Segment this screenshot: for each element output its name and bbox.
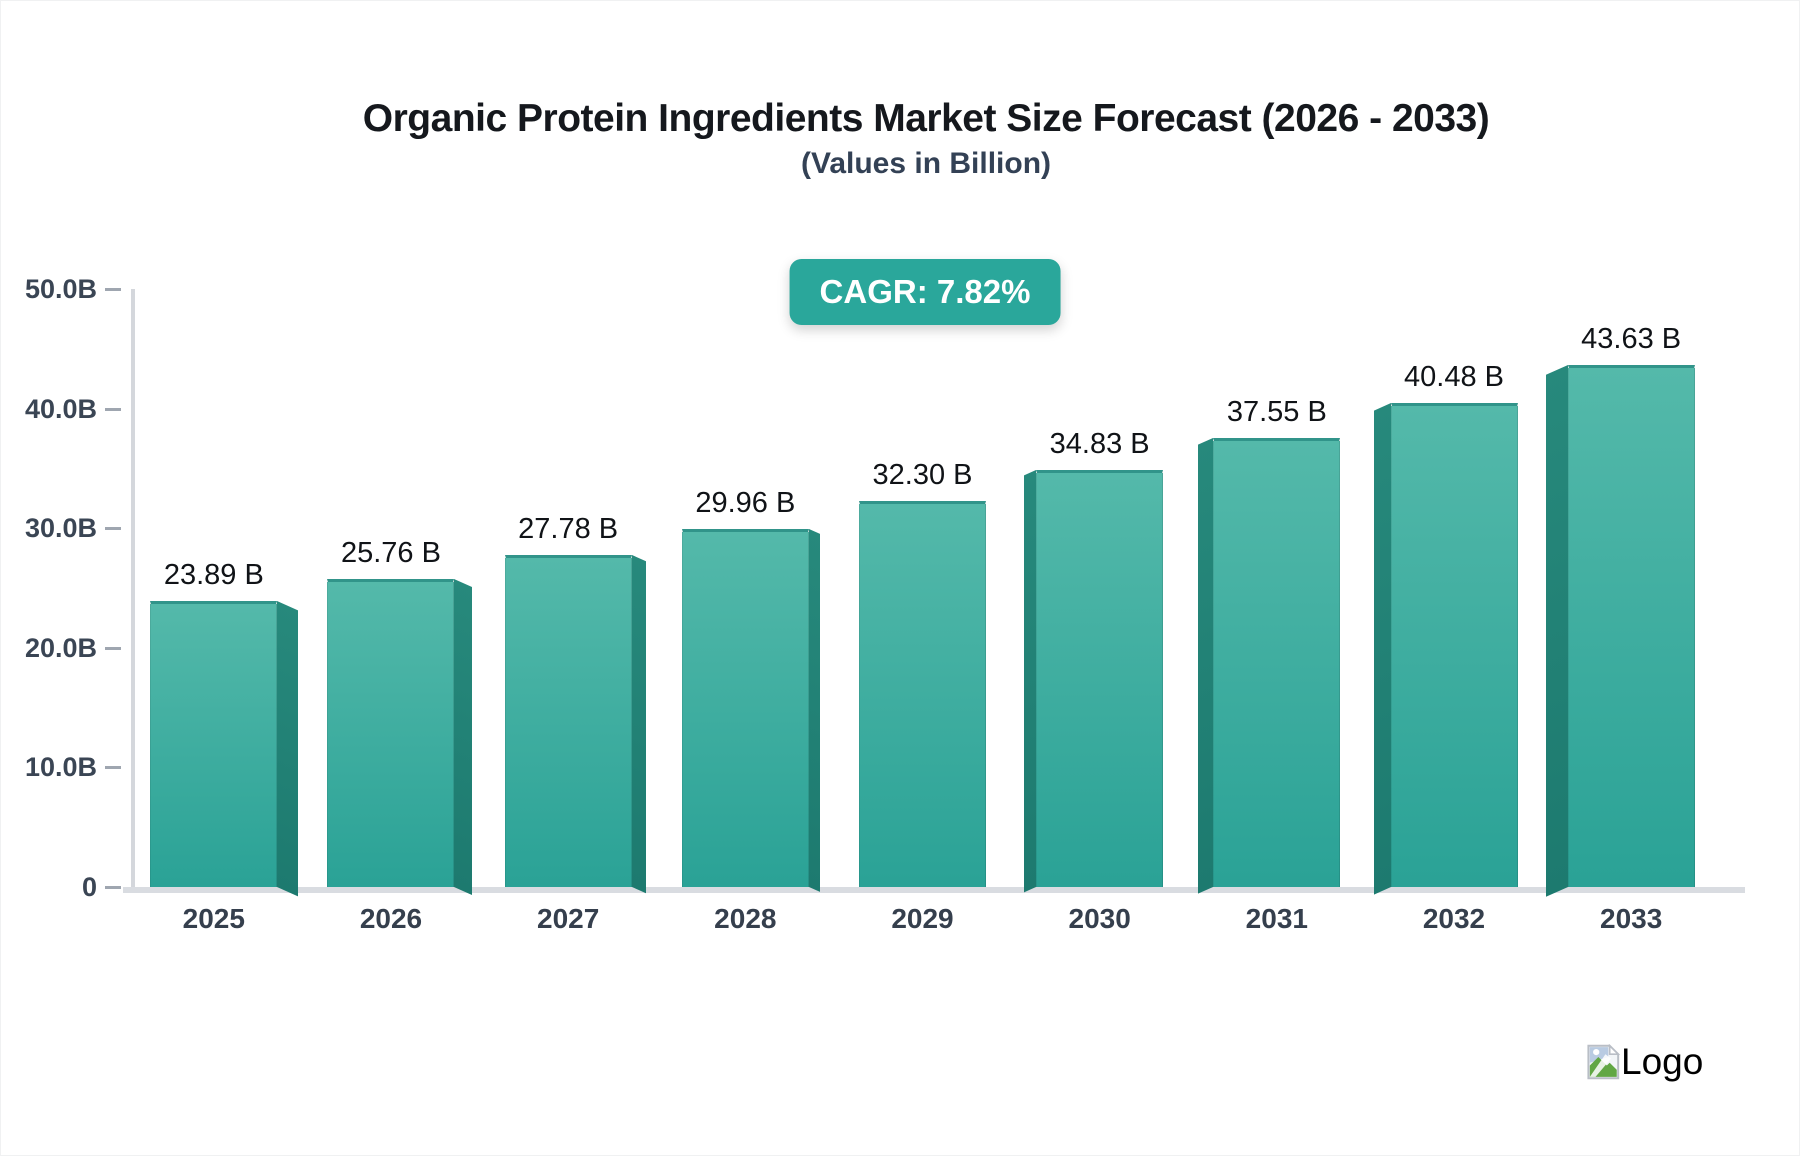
bar-value-label-2033: 43.63 B [1581, 323, 1682, 356]
bar-3d-side-2032 [1373, 402, 1391, 895]
y-axis-tick-label: 50.0B [24, 274, 97, 304]
bar-3d-side-2025 [277, 601, 299, 897]
x-axis-label-2026: 2026 [359, 903, 423, 934]
x-axis-label-2030: 2030 [1068, 903, 1131, 934]
logo: Logo [1587, 1041, 1703, 1083]
y-axis-tick-mark [105, 527, 121, 531]
bar-2028[interactable] [681, 528, 809, 887]
y-axis-line [131, 289, 135, 888]
y-axis-tick-label: 30.0B [24, 513, 97, 544]
bar-2029[interactable] [859, 500, 986, 887]
bar-2026[interactable] [327, 578, 455, 887]
x-axis-label-2033: 2033 [1600, 903, 1663, 934]
x-axis-label-2025: 2025 [182, 903, 245, 934]
y-axis-tick-mark [105, 886, 121, 889]
bar-3d-side-2027 [631, 554, 646, 894]
chart-subtitle: (Values in Billion) [800, 147, 1052, 180]
bar-value-label-2029: 32.30 B [872, 458, 973, 491]
bar-3d-side-2031 [1198, 437, 1214, 894]
bar-3d-side-2033 [1545, 365, 1568, 897]
logo-alt-text: Logo [1621, 1041, 1704, 1082]
bar-3d-side-2028 [808, 528, 820, 892]
y-axis-tick-mark [105, 646, 121, 650]
x-axis-label-2028: 2028 [714, 903, 777, 934]
bar-2025[interactable] [150, 601, 278, 887]
y-axis-tick-label: 10.0B [24, 752, 97, 783]
bar-3d-side-2030 [1024, 470, 1037, 893]
bar-2031[interactable] [1213, 437, 1341, 887]
bar-value-label-2027: 27.78 B [518, 512, 619, 545]
y-axis-tick-label: 0 [81, 872, 97, 902]
x-axis-label-2032: 2032 [1422, 903, 1486, 934]
bar-value-label-2030: 34.83 B [1049, 428, 1150, 461]
cagr-badge: CAGR: 7.82% [789, 259, 1061, 325]
x-axis-label-2027: 2027 [537, 903, 600, 934]
bar-2032[interactable] [1390, 402, 1518, 887]
broken-image-icon [1587, 1044, 1621, 1080]
chart-title: Organic Protein Ingredients Market Size … [362, 97, 1490, 140]
bar-value-label-2031: 37.55 B [1226, 395, 1327, 428]
bar-value-label-2026: 25.76 B [340, 536, 441, 569]
bar-2033[interactable] [1567, 365, 1695, 887]
bar-value-label-2028: 29.96 B [695, 486, 796, 519]
x-axis-label-2031: 2031 [1245, 903, 1308, 934]
y-axis-tick-label: 20.0B [24, 632, 97, 663]
bar-2027[interactable] [504, 554, 632, 887]
y-axis-tick-mark [105, 766, 121, 770]
y-axis-tick-label: 40.0B [24, 393, 97, 424]
bar-value-label-2025: 23.89 B [163, 559, 264, 592]
x-axis-baseline [123, 887, 1745, 893]
x-axis-label-2029: 2029 [891, 903, 954, 934]
y-axis-tick-mark [105, 288, 121, 291]
y-axis-tick-mark [105, 407, 121, 411]
bar-value-label-2032: 40.48 B [1404, 360, 1504, 393]
bar-3d-side-2026 [454, 578, 473, 895]
bar-2030[interactable] [1036, 470, 1164, 887]
